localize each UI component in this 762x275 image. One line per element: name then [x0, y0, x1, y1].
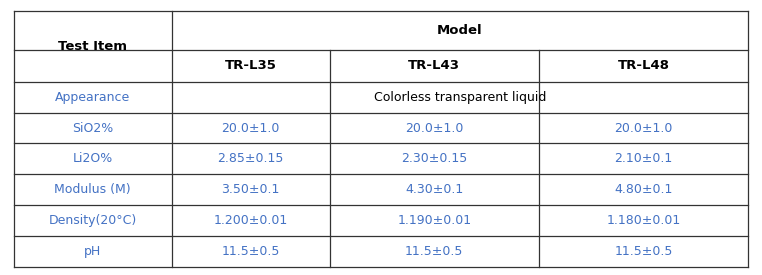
Text: 20.0±1.0: 20.0±1.0: [222, 122, 280, 134]
Text: TR-L43: TR-L43: [408, 59, 460, 72]
Text: 11.5±0.5: 11.5±0.5: [405, 245, 463, 258]
Text: 1.180±0.01: 1.180±0.01: [607, 214, 680, 227]
Text: Colorless transparent liquid: Colorless transparent liquid: [374, 91, 546, 104]
Text: Li2O%: Li2O%: [72, 152, 113, 165]
Text: 2.10±0.1: 2.10±0.1: [614, 152, 673, 165]
Text: Test Item: Test Item: [58, 40, 127, 53]
Text: pH: pH: [84, 245, 101, 258]
Text: 2.85±0.15: 2.85±0.15: [217, 152, 283, 165]
Text: 11.5±0.5: 11.5±0.5: [614, 245, 673, 258]
Text: TR-L35: TR-L35: [225, 59, 277, 72]
Text: 11.5±0.5: 11.5±0.5: [222, 245, 280, 258]
Text: 2.30±0.15: 2.30±0.15: [401, 152, 467, 165]
Text: Model: Model: [437, 24, 483, 37]
Text: 20.0±1.0: 20.0±1.0: [405, 122, 463, 134]
Text: 1.190±0.01: 1.190±0.01: [397, 214, 472, 227]
Text: 4.30±0.1: 4.30±0.1: [405, 183, 463, 196]
Text: Density(20°C): Density(20°C): [49, 214, 137, 227]
Text: Appearance: Appearance: [55, 91, 130, 104]
Text: Modulus (M): Modulus (M): [54, 183, 131, 196]
Text: 20.0±1.0: 20.0±1.0: [614, 122, 673, 134]
Text: SiO2%: SiO2%: [72, 122, 114, 134]
Text: TR-L48: TR-L48: [618, 59, 670, 72]
Text: 1.200±0.01: 1.200±0.01: [213, 214, 288, 227]
Text: 4.80±0.1: 4.80±0.1: [614, 183, 673, 196]
Text: 3.50±0.1: 3.50±0.1: [222, 183, 280, 196]
